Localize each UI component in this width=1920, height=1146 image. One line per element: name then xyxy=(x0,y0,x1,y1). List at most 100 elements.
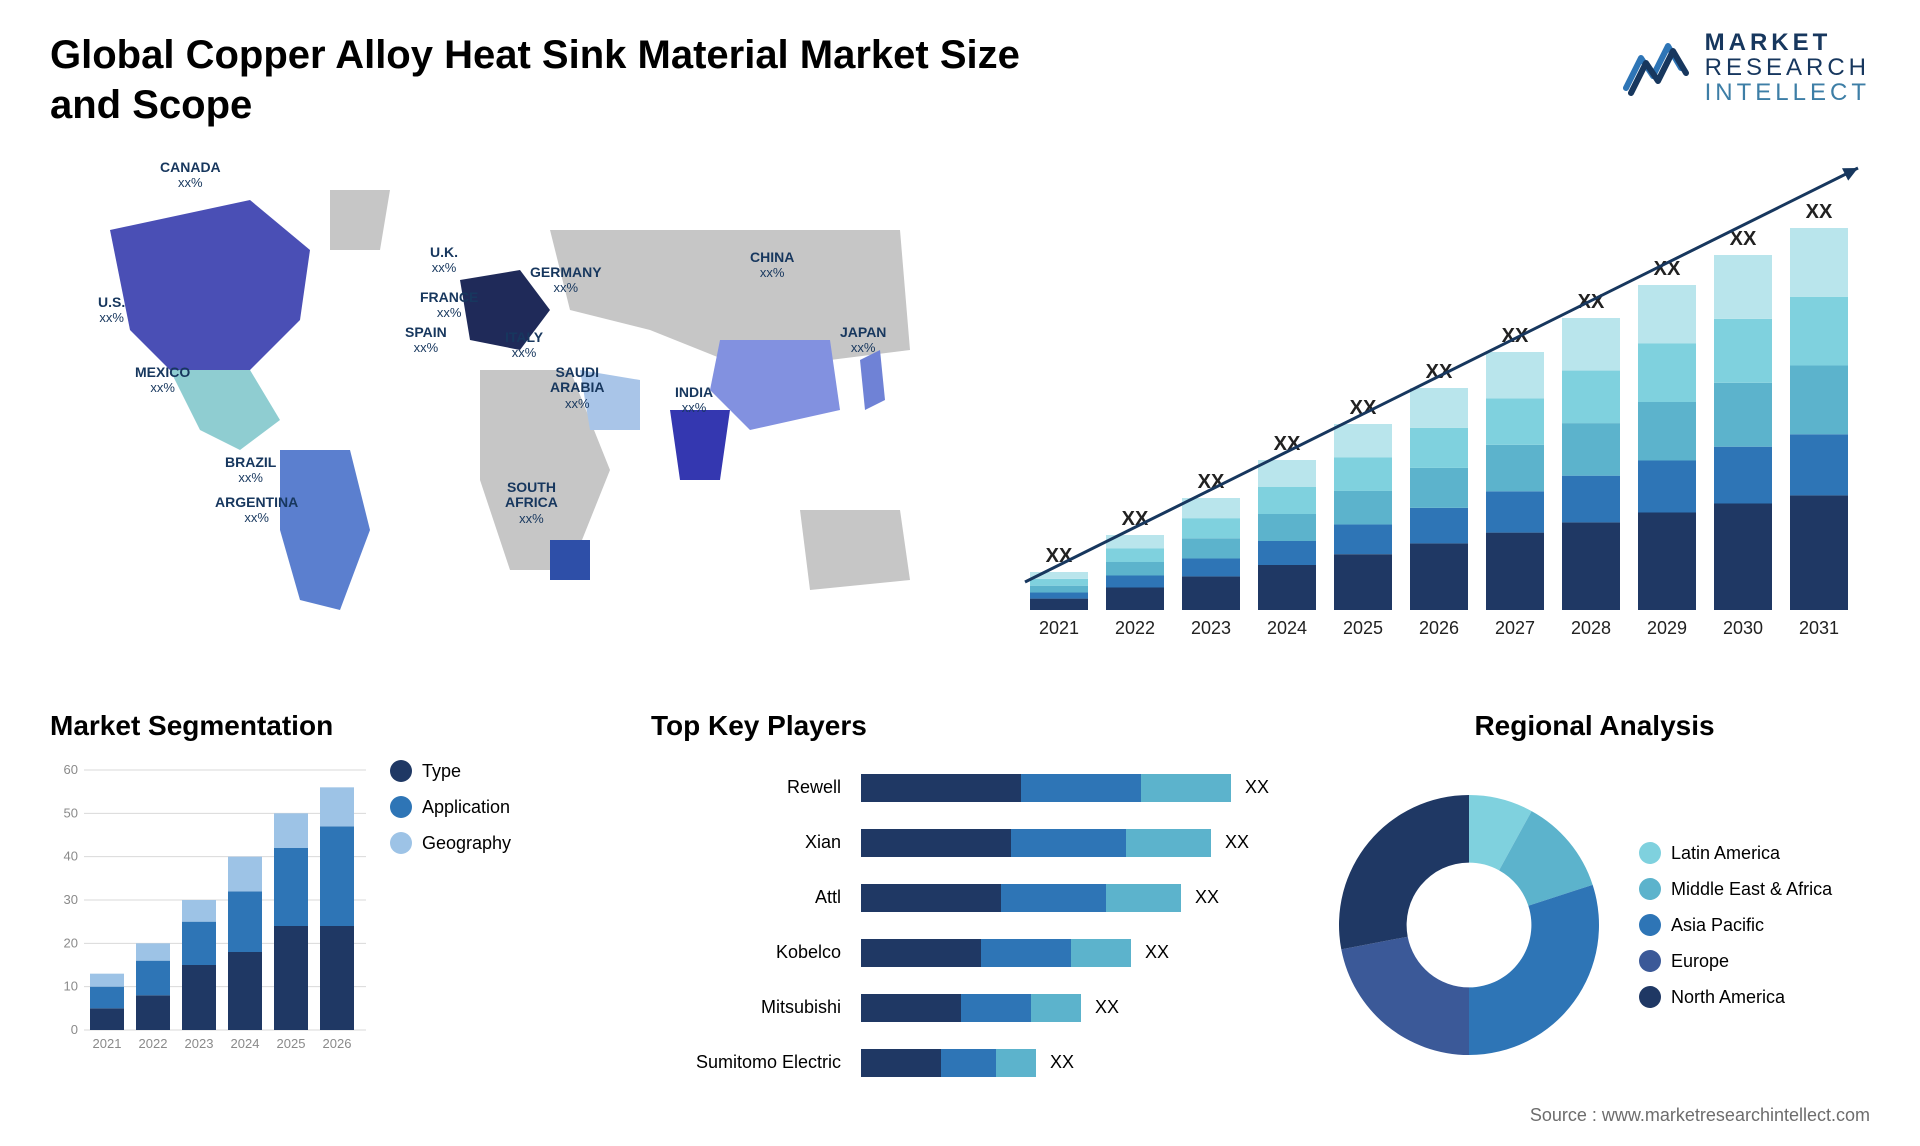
bar-segment xyxy=(961,994,1031,1022)
legend-swatch xyxy=(1639,950,1661,972)
segmentation-section: Market Segmentation 01020304050602021202… xyxy=(50,710,601,1090)
map-label: SPAINxx% xyxy=(405,325,447,356)
brand-line2: RESEARCH xyxy=(1705,55,1870,80)
key-player-value: XX xyxy=(1050,1052,1074,1073)
key-player-label: Sumitomo Electric xyxy=(651,1052,841,1073)
key-player-bar xyxy=(861,1049,1036,1077)
bar-segment xyxy=(861,829,1011,857)
key-players-bars: XXXXXXXXXXXX xyxy=(861,760,1269,1090)
bar-segment xyxy=(861,774,1021,802)
map-label: U.S.xx% xyxy=(98,295,125,326)
regional-title: Regional Analysis xyxy=(1319,710,1870,742)
key-player-label: Xian xyxy=(651,832,841,853)
svg-text:2026: 2026 xyxy=(323,1036,352,1051)
bar-segment xyxy=(861,884,1001,912)
svg-text:2022: 2022 xyxy=(1115,618,1155,638)
svg-text:2023: 2023 xyxy=(185,1036,214,1051)
svg-text:2025: 2025 xyxy=(1343,618,1383,638)
regional-donut xyxy=(1319,775,1619,1075)
world-map: CANADAxx%U.S.xx%MEXICOxx%BRAZILxx%ARGENT… xyxy=(50,150,950,670)
key-player-row: XX xyxy=(861,938,1269,968)
svg-text:2025: 2025 xyxy=(277,1036,306,1051)
key-player-label: Rewell xyxy=(651,777,841,798)
svg-text:2029: 2029 xyxy=(1647,618,1687,638)
bar-segment xyxy=(861,1049,941,1077)
key-player-label: Mitsubishi xyxy=(651,997,841,1018)
svg-text:2023: 2023 xyxy=(1191,618,1231,638)
map-label: INDIAxx% xyxy=(675,385,713,416)
map-label: ITALYxx% xyxy=(505,330,543,361)
bar-segment xyxy=(1126,829,1211,857)
legend-label: Application xyxy=(422,797,510,818)
legend-item: Type xyxy=(390,760,511,782)
bar-segment xyxy=(941,1049,996,1077)
bar-segment xyxy=(1021,774,1141,802)
svg-text:2024: 2024 xyxy=(1267,618,1307,638)
key-players-section: Top Key Players Rewell Xian Attl Kobelco Mit… xyxy=(651,710,1269,1090)
segmentation-chart: 0102030405060202120222023202420252026 xyxy=(50,760,370,1060)
regional-legend: Latin America Middle East & Africa Asia Pa… xyxy=(1639,842,1832,1008)
legend-label: Type xyxy=(422,761,461,782)
map-label: U.K.xx% xyxy=(430,245,458,276)
bar-segment xyxy=(1071,939,1131,967)
map-label: FRANCExx% xyxy=(420,290,478,321)
map-label: CHINAxx% xyxy=(750,250,794,281)
key-player-value: XX xyxy=(1145,942,1169,963)
svg-text:30: 30 xyxy=(64,892,78,907)
key-player-bar xyxy=(861,884,1181,912)
legend-item: Middle East & Africa xyxy=(1639,878,1832,900)
map-label: ARGENTINAxx% xyxy=(215,495,298,526)
brand-line3: INTELLECT xyxy=(1705,80,1870,105)
key-player-label: Kobelco xyxy=(651,942,841,963)
svg-text:2024: 2024 xyxy=(231,1036,260,1051)
legend-swatch xyxy=(390,832,412,854)
page-title: Global Copper Alloy Heat Sink Material M… xyxy=(50,30,1050,130)
key-player-bar xyxy=(861,774,1231,802)
source-footer: Source : www.marketresearchintellect.com xyxy=(1530,1105,1870,1126)
key-player-row: XX xyxy=(861,1048,1269,1078)
segmentation-legend: TypeApplicationGeography xyxy=(390,760,511,1090)
map-label: CANADAxx% xyxy=(160,160,221,191)
key-player-row: XX xyxy=(861,773,1269,803)
map-label: JAPANxx% xyxy=(840,325,886,356)
map-label: BRAZILxx% xyxy=(225,455,276,486)
legend-label: Asia Pacific xyxy=(1671,915,1764,936)
svg-text:2021: 2021 xyxy=(93,1036,122,1051)
legend-label: Middle East & Africa xyxy=(1671,879,1832,900)
map-label: SAUDIARABIAxx% xyxy=(550,365,604,411)
growth-bar-chart: XX2021XX2022XX2023XX2024XX2025XX2026XX20… xyxy=(1010,150,1870,670)
legend-item: Asia Pacific xyxy=(1639,914,1832,936)
legend-label: Latin America xyxy=(1671,843,1780,864)
svg-text:10: 10 xyxy=(64,979,78,994)
svg-text:2028: 2028 xyxy=(1571,618,1611,638)
segmentation-title: Market Segmentation xyxy=(50,710,601,742)
key-player-value: XX xyxy=(1225,832,1249,853)
key-player-row: XX xyxy=(861,828,1269,858)
legend-swatch xyxy=(390,760,412,782)
key-player-label: Attl xyxy=(651,887,841,908)
legend-item: Latin America xyxy=(1639,842,1832,864)
bar-segment xyxy=(1001,884,1106,912)
svg-text:60: 60 xyxy=(64,762,78,777)
brand-line1: MARKET xyxy=(1705,30,1870,55)
legend-item: Application xyxy=(390,796,511,818)
key-players-title: Top Key Players xyxy=(651,710,1269,742)
key-player-value: XX xyxy=(1245,777,1269,798)
bar-segment xyxy=(1031,994,1081,1022)
bar-segment xyxy=(981,939,1071,967)
map-label: GERMANYxx% xyxy=(530,265,602,296)
legend-swatch xyxy=(390,796,412,818)
legend-label: Europe xyxy=(1671,951,1729,972)
map-label: SOUTHAFRICAxx% xyxy=(505,480,558,526)
svg-text:XX: XX xyxy=(1806,201,1833,223)
svg-text:2026: 2026 xyxy=(1419,618,1459,638)
brand-mark-icon xyxy=(1623,38,1693,98)
svg-text:2030: 2030 xyxy=(1723,618,1763,638)
key-player-value: XX xyxy=(1095,997,1119,1018)
svg-text:2021: 2021 xyxy=(1039,618,1079,638)
key-players-labels: Rewell Xian Attl Kobelco Mitsubishi Sumitomo … xyxy=(651,760,841,1090)
svg-text:2022: 2022 xyxy=(139,1036,168,1051)
legend-label: North America xyxy=(1671,987,1785,1008)
world-map-svg xyxy=(50,150,950,670)
brand-logo: MARKET RESEARCH INTELLECT xyxy=(1623,30,1870,106)
